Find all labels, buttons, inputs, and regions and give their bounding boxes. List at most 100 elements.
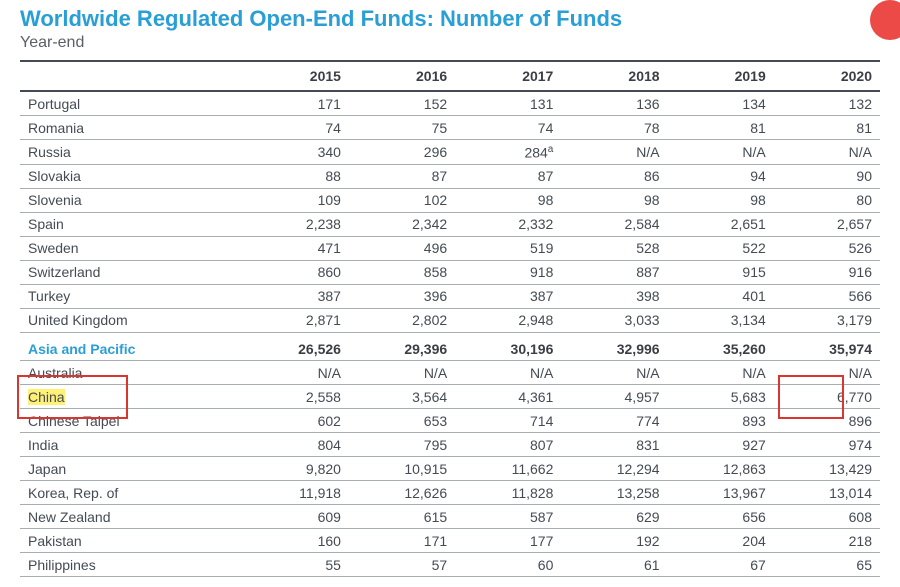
cell-value: 3,134 xyxy=(668,308,774,332)
table-row: Slovakia888787869490 xyxy=(20,164,880,188)
cell-value: 401 xyxy=(668,284,774,308)
cell-value: 2,558 xyxy=(243,385,349,409)
cell-value: 55 xyxy=(243,553,349,577)
row-name: Switzerland xyxy=(20,260,243,284)
header-year: 2015 xyxy=(243,61,349,91)
cell-value: 5,683 xyxy=(668,385,774,409)
cell-value: 6,770 xyxy=(774,385,880,409)
cell-value: N/A xyxy=(561,361,667,385)
cell-value: 2,238 xyxy=(243,212,349,236)
header-year: 2016 xyxy=(349,61,455,91)
cell-value: 927 xyxy=(668,433,774,457)
cell-value: 629 xyxy=(561,505,667,529)
cell-value: 587 xyxy=(455,505,561,529)
table-row: New Zealand609615587629656608 xyxy=(20,505,880,529)
cell-value: 29,396 xyxy=(349,332,455,361)
cell-value: 32,996 xyxy=(561,332,667,361)
cell-value: 98 xyxy=(455,188,561,212)
cell-value: N/A xyxy=(561,140,667,165)
cell-value: 13,429 xyxy=(774,457,880,481)
cell-value: 177 xyxy=(455,529,561,553)
cell-value: 136 xyxy=(561,91,667,116)
cell-value: 74 xyxy=(455,116,561,140)
cell-value: 88 xyxy=(243,164,349,188)
cell-value: 98 xyxy=(561,188,667,212)
table-row: India804795807831927974 xyxy=(20,433,880,457)
header-year: 2017 xyxy=(455,61,561,91)
cell-value: 26,526 xyxy=(243,332,349,361)
cell-value: 896 xyxy=(774,409,880,433)
cell-value: 94 xyxy=(668,164,774,188)
row-name: Philippines xyxy=(20,553,243,577)
cell-value: N/A xyxy=(774,140,880,165)
row-name: Korea, Rep. of xyxy=(20,481,243,505)
header-year: 2019 xyxy=(668,61,774,91)
cell-value: 12,294 xyxy=(561,457,667,481)
cell-value: 893 xyxy=(668,409,774,433)
cell-value: 171 xyxy=(349,529,455,553)
row-name: Romania xyxy=(20,116,243,140)
cell-value: 80 xyxy=(774,188,880,212)
row-name: Slovakia xyxy=(20,164,243,188)
cell-value: 860 xyxy=(243,260,349,284)
cell-value: 2,871 xyxy=(243,308,349,332)
cell-value: 387 xyxy=(243,284,349,308)
cell-value: 522 xyxy=(668,236,774,260)
cell-value: 831 xyxy=(561,433,667,457)
table-row: Sweden471496519528522526 xyxy=(20,236,880,260)
cell-value: 11,828 xyxy=(455,481,561,505)
cell-value: 11,662 xyxy=(455,457,561,481)
cell-value: 714 xyxy=(455,409,561,433)
row-name: Sweden xyxy=(20,236,243,260)
cell-value: 102 xyxy=(349,188,455,212)
cell-value: 3,179 xyxy=(774,308,880,332)
cell-value: 887 xyxy=(561,260,667,284)
cell-value: 2,948 xyxy=(455,308,561,332)
cell-value: 653 xyxy=(349,409,455,433)
cell-value: 12,626 xyxy=(349,481,455,505)
cell-value: 916 xyxy=(774,260,880,284)
page-subtitle: Year-end xyxy=(20,34,880,52)
cell-value: 4,957 xyxy=(561,385,667,409)
cell-value: 284a xyxy=(455,140,561,165)
cell-value: 656 xyxy=(668,505,774,529)
cell-value: 81 xyxy=(668,116,774,140)
cell-value: 396 xyxy=(349,284,455,308)
cell-value: 74 xyxy=(243,116,349,140)
row-name: Spain xyxy=(20,212,243,236)
cell-value: 30,196 xyxy=(455,332,561,361)
cell-value: 2,332 xyxy=(455,212,561,236)
row-name: Turkey xyxy=(20,284,243,308)
table-row: Slovenia10910298989880 xyxy=(20,188,880,212)
table-row: United Kingdom2,8712,8022,9483,0333,1343… xyxy=(20,308,880,332)
cell-value: 132 xyxy=(774,91,880,116)
cell-value: 109 xyxy=(243,188,349,212)
cell-value: 2,657 xyxy=(774,212,880,236)
cell-value: 10,915 xyxy=(349,457,455,481)
cell-value: 4,361 xyxy=(455,385,561,409)
row-name: China xyxy=(20,385,243,409)
cell-value: 75 xyxy=(349,116,455,140)
cell-value: 296 xyxy=(349,140,455,165)
table-row: AustraliaN/AN/AN/AN/AN/AN/A xyxy=(20,361,880,385)
cell-value: 86 xyxy=(561,164,667,188)
cell-value: 915 xyxy=(668,260,774,284)
cell-value: N/A xyxy=(349,361,455,385)
row-name: Russia xyxy=(20,140,243,165)
table-header-row: 2015 2016 2017 2018 2019 2020 xyxy=(20,61,880,91)
cell-value: 526 xyxy=(774,236,880,260)
cell-value: 918 xyxy=(455,260,561,284)
cell-value: N/A xyxy=(668,361,774,385)
cell-value: 3,033 xyxy=(561,308,667,332)
row-name: Australia xyxy=(20,361,243,385)
cell-value: N/A xyxy=(668,140,774,165)
cell-value: 13,014 xyxy=(774,481,880,505)
table-row: Spain2,2382,3422,3322,5842,6512,657 xyxy=(20,212,880,236)
cell-value: 615 xyxy=(349,505,455,529)
table-row: Switzerland860858918887915916 xyxy=(20,260,880,284)
cell-value: 65 xyxy=(774,553,880,577)
row-name: Japan xyxy=(20,457,243,481)
cell-value: 35,974 xyxy=(774,332,880,361)
cell-value: 152 xyxy=(349,91,455,116)
cell-value: 340 xyxy=(243,140,349,165)
